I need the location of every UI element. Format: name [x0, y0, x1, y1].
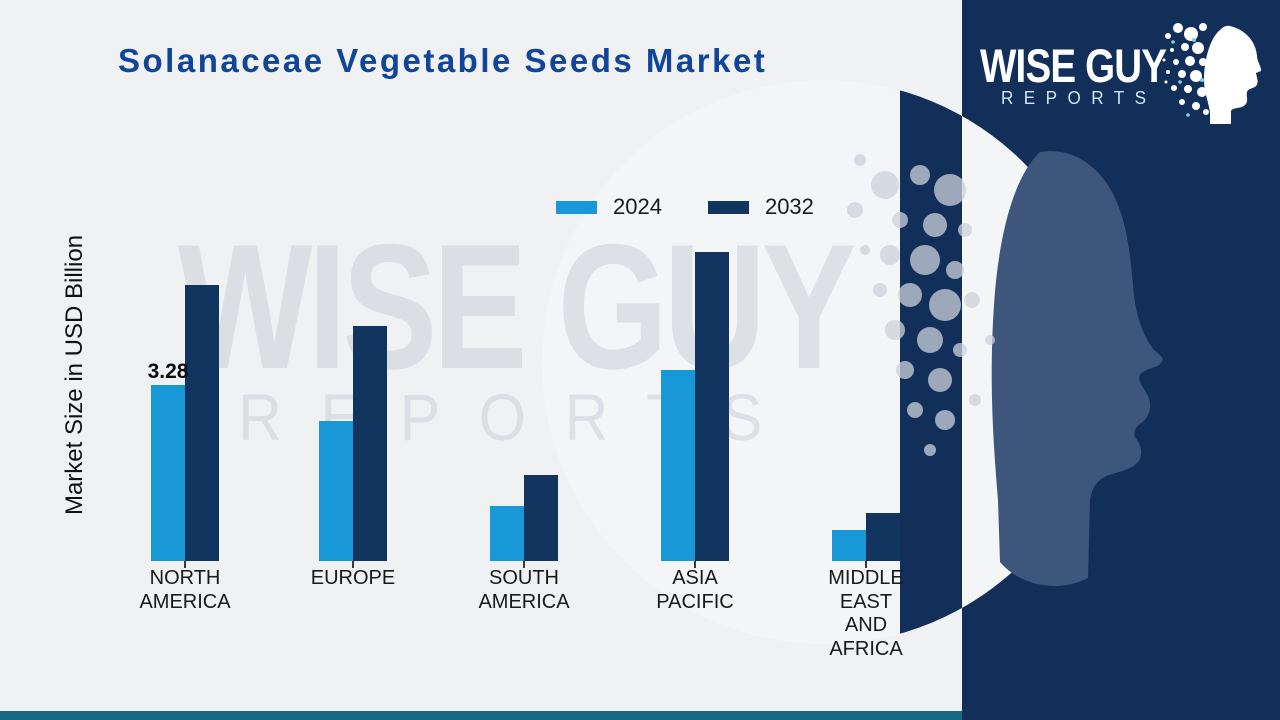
legend-item-2024: 2024 — [556, 194, 662, 220]
axis-tick-europe — [352, 561, 354, 568]
bar-2032-asia-pacific — [695, 252, 729, 561]
brand-name: WISE GUY — [980, 39, 1167, 92]
banner-tails — [962, 40, 1054, 147]
bar-value-label: 3.28 — [147, 360, 189, 383]
axis-tick-north-america — [184, 561, 186, 568]
chart-title: Solanaceae Vegetable Seeds Market — [118, 42, 768, 79]
bar-2024-south-america — [490, 506, 524, 561]
brand-panel — [900, 0, 1280, 720]
legend-label-2032: 2032 — [764, 194, 814, 219]
bottom-accent-bar — [0, 711, 1280, 720]
bar-2024-middle-east-and-africa — [832, 530, 866, 561]
category-label-north-america: NORTH AMERICA — [139, 567, 231, 613]
bar-2032-north-america — [185, 285, 219, 561]
legend-swatch-2032 — [707, 200, 749, 214]
brand-subtitle: REPORTS — [1001, 88, 1157, 108]
face-silhouette — [991, 151, 1163, 586]
legend-label-2024: 2024 — [613, 194, 662, 219]
category-label-europe: EUROPE — [310, 567, 396, 589]
head-profile-dots-icon — [1162, 23, 1262, 125]
axis-tick-south-america — [523, 561, 525, 568]
bar-2032-middle-east-and-africa — [866, 513, 900, 561]
axis-tick-asia-pacific — [694, 561, 696, 568]
bar-2032-europe — [353, 326, 387, 561]
legend-swatch-2024 — [556, 200, 597, 214]
bar-2032-south-america — [524, 475, 558, 561]
bar-2024-asia-pacific — [661, 370, 695, 561]
chart-legend: 2024 2032 — [556, 194, 814, 220]
bar-2024-north-america — [151, 385, 185, 561]
bar-2024-europe — [319, 421, 353, 561]
category-label-south-america: SOUTH AMERICA — [478, 567, 570, 613]
axis-tick-middle-east-and-africa — [865, 561, 867, 568]
category-label-middle-east-and-africa: MIDDLE EAST AND AFRICA — [828, 567, 904, 660]
category-label-asia-pacific: ASIA PACIFIC — [656, 567, 734, 613]
legend-item-2032: 2032 — [707, 194, 814, 220]
brand-logo: WISE GUY REPORTS — [960, 0, 1280, 160]
